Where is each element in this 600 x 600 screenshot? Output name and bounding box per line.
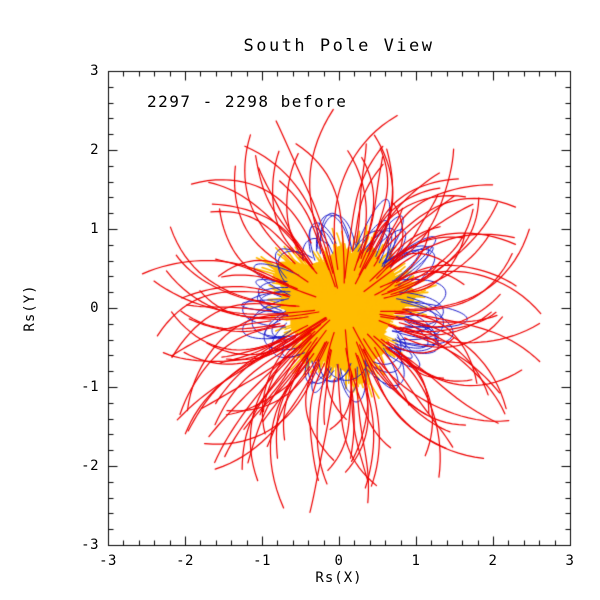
plot-title: South Pole View <box>243 36 435 56</box>
x-tick-label: 0 <box>334 553 344 569</box>
x-tick-label: -1 <box>253 553 271 569</box>
annotation-label: 2297 - 2298 before <box>147 92 348 111</box>
x-tick-label: 2 <box>488 553 498 569</box>
y-axis-label: Rs(Y) <box>22 284 38 332</box>
y-tick-label: 1 <box>90 221 99 237</box>
y-tick-label: -2 <box>81 458 99 474</box>
y-tick-label: 0 <box>90 300 99 316</box>
x-tick-label: 1 <box>411 553 421 569</box>
x-axis-label: Rs(X) <box>315 570 363 586</box>
y-tick-label: -1 <box>81 379 99 395</box>
y-tick-label: -3 <box>81 537 99 553</box>
x-tick-label: -2 <box>176 553 194 569</box>
x-tick-label: -3 <box>99 553 117 569</box>
y-tick-label: 2 <box>90 142 99 158</box>
x-tick-label: 3 <box>565 553 575 569</box>
y-tick-label: 3 <box>90 63 99 79</box>
